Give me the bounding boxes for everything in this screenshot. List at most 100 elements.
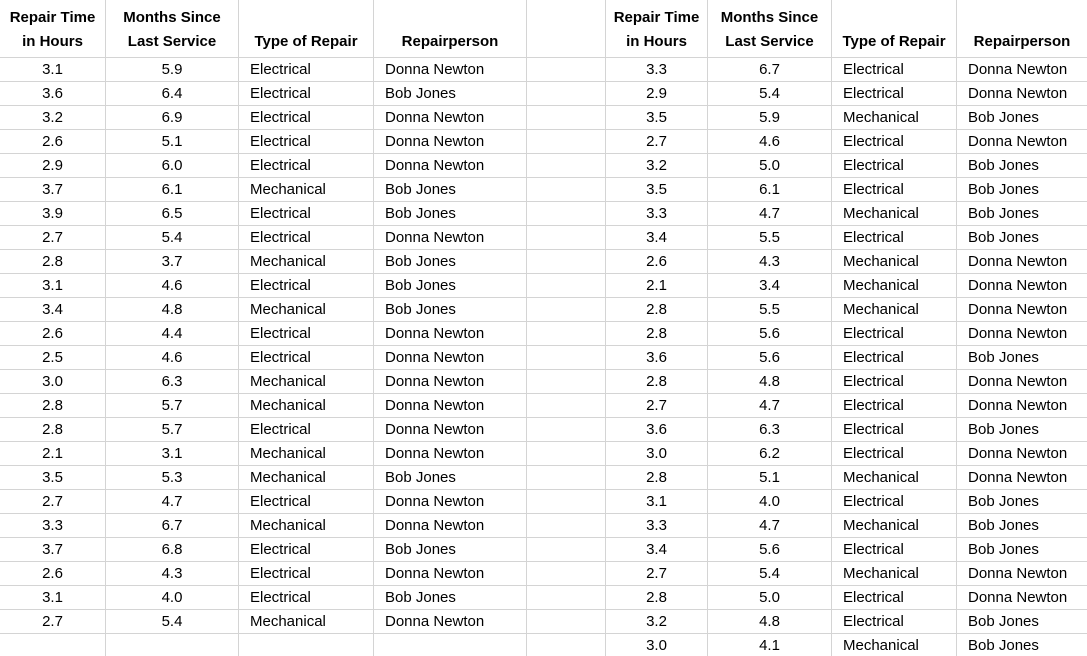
header-cell-months-since-left[interactable]: Months Since Last Service xyxy=(106,0,239,58)
gap-cell[interactable] xyxy=(527,106,606,130)
table-cell[interactable]: 6.8 xyxy=(106,538,239,562)
table-cell[interactable]: Mechanical xyxy=(832,298,957,322)
table-cell[interactable]: Bob Jones xyxy=(957,226,1087,250)
table-cell[interactable]: Bob Jones xyxy=(957,610,1087,634)
table-cell[interactable]: 3.5 xyxy=(606,178,708,202)
table-cell[interactable]: 3.0 xyxy=(606,442,708,466)
table-cell[interactable]: 6.4 xyxy=(106,82,239,106)
table-cell[interactable]: 2.8 xyxy=(606,466,708,490)
table-cell[interactable]: 3.6 xyxy=(606,346,708,370)
table-cell[interactable]: 3.7 xyxy=(0,538,106,562)
table-cell[interactable]: Donna Newton xyxy=(374,418,527,442)
table-cell[interactable]: 4.4 xyxy=(106,322,239,346)
table-cell[interactable]: Donna Newton xyxy=(374,490,527,514)
header-cell-repairperson-right[interactable]: Repairperson xyxy=(957,0,1087,58)
table-cell[interactable]: 4.3 xyxy=(106,562,239,586)
table-cell[interactable]: Bob Jones xyxy=(957,178,1087,202)
table-cell[interactable]: Electrical xyxy=(239,586,374,610)
gap-cell[interactable] xyxy=(527,298,606,322)
table-cell[interactable]: Mechanical xyxy=(239,250,374,274)
table-cell[interactable]: 3.3 xyxy=(0,514,106,538)
table-cell[interactable]: Donna Newton xyxy=(957,82,1087,106)
table-cell[interactable]: Donna Newton xyxy=(374,610,527,634)
table-cell[interactable]: 4.0 xyxy=(708,490,832,514)
gap-cell[interactable] xyxy=(527,466,606,490)
table-cell[interactable]: Donna Newton xyxy=(374,346,527,370)
table-cell[interactable]: 4.3 xyxy=(708,250,832,274)
table-cell[interactable]: 6.1 xyxy=(106,178,239,202)
table-cell[interactable]: Donna Newton xyxy=(374,130,527,154)
table-cell[interactable]: 3.9 xyxy=(0,202,106,226)
table-cell[interactable]: 2.7 xyxy=(606,394,708,418)
gap-cell[interactable] xyxy=(527,226,606,250)
gap-cell[interactable] xyxy=(527,0,606,58)
table-cell[interactable]: Mechanical xyxy=(239,514,374,538)
table-cell[interactable]: 4.1 xyxy=(708,634,832,656)
gap-cell[interactable] xyxy=(527,394,606,418)
table-cell[interactable]: 3.5 xyxy=(606,106,708,130)
table-cell[interactable]: Mechanical xyxy=(832,466,957,490)
table-cell[interactable]: Electrical xyxy=(239,58,374,82)
table-cell[interactable]: Bob Jones xyxy=(957,418,1087,442)
table-cell[interactable]: Mechanical xyxy=(239,466,374,490)
table-cell[interactable]: Bob Jones xyxy=(374,178,527,202)
table-cell[interactable]: 3.0 xyxy=(606,634,708,656)
table-cell[interactable]: Donna Newton xyxy=(957,586,1087,610)
table-cell[interactable]: 6.5 xyxy=(106,202,239,226)
table-cell[interactable]: 3.1 xyxy=(0,586,106,610)
table-cell[interactable]: Donna Newton xyxy=(957,58,1087,82)
table-cell[interactable]: 5.5 xyxy=(708,298,832,322)
table-cell[interactable]: 6.3 xyxy=(106,370,239,394)
gap-cell[interactable] xyxy=(527,274,606,298)
table-cell[interactable]: 2.8 xyxy=(606,370,708,394)
table-cell[interactable]: 5.7 xyxy=(106,394,239,418)
table-cell[interactable]: Electrical xyxy=(832,610,957,634)
table-cell[interactable]: Donna Newton xyxy=(957,394,1087,418)
table-cell[interactable]: 4.7 xyxy=(708,202,832,226)
gap-cell[interactable] xyxy=(527,634,606,656)
table-cell[interactable]: 4.8 xyxy=(708,370,832,394)
table-cell[interactable]: Mechanical xyxy=(239,370,374,394)
table-cell[interactable]: Bob Jones xyxy=(957,106,1087,130)
table-cell[interactable]: Donna Newton xyxy=(374,442,527,466)
table-cell[interactable]: 4.7 xyxy=(708,514,832,538)
table-cell[interactable]: Mechanical xyxy=(832,274,957,298)
table-cell[interactable]: 2.7 xyxy=(606,130,708,154)
table-cell[interactable]: Donna Newton xyxy=(957,274,1087,298)
table-cell[interactable]: Electrical xyxy=(239,130,374,154)
gap-cell[interactable] xyxy=(527,154,606,178)
table-cell[interactable]: Donna Newton xyxy=(374,562,527,586)
table-cell[interactable]: 4.7 xyxy=(106,490,239,514)
table-cell[interactable]: Electrical xyxy=(832,442,957,466)
header-cell-type-of-repair-right[interactable]: Type of Repair xyxy=(832,0,957,58)
table-cell[interactable]: 6.7 xyxy=(708,58,832,82)
table-cell[interactable]: 2.6 xyxy=(606,250,708,274)
gap-cell[interactable] xyxy=(527,610,606,634)
table-cell[interactable] xyxy=(374,634,527,656)
table-cell[interactable]: Donna Newton xyxy=(957,442,1087,466)
table-cell[interactable]: Electrical xyxy=(239,274,374,298)
table-cell[interactable]: Electrical xyxy=(832,322,957,346)
table-cell[interactable]: Electrical xyxy=(239,490,374,514)
table-cell[interactable]: Electrical xyxy=(832,178,957,202)
table-cell[interactable]: 5.1 xyxy=(106,130,239,154)
table-cell[interactable]: 3.1 xyxy=(0,274,106,298)
table-cell[interactable]: 4.6 xyxy=(106,346,239,370)
table-cell[interactable]: Donna Newton xyxy=(374,514,527,538)
table-cell[interactable]: 2.8 xyxy=(606,586,708,610)
gap-cell[interactable] xyxy=(527,538,606,562)
table-cell[interactable]: 5.4 xyxy=(106,610,239,634)
table-cell[interactable]: 3.5 xyxy=(0,466,106,490)
gap-cell[interactable] xyxy=(527,322,606,346)
table-cell[interactable]: 2.1 xyxy=(606,274,708,298)
table-cell[interactable]: 4.6 xyxy=(106,274,239,298)
table-cell[interactable]: Bob Jones xyxy=(374,250,527,274)
table-cell[interactable]: Electrical xyxy=(832,538,957,562)
table-cell[interactable]: 2.6 xyxy=(0,322,106,346)
table-cell[interactable]: 2.7 xyxy=(0,610,106,634)
table-cell[interactable]: 5.4 xyxy=(106,226,239,250)
table-cell[interactable]: 3.2 xyxy=(0,106,106,130)
table-cell[interactable]: Bob Jones xyxy=(374,538,527,562)
table-cell[interactable]: 5.6 xyxy=(708,346,832,370)
table-cell[interactable]: 2.8 xyxy=(0,250,106,274)
